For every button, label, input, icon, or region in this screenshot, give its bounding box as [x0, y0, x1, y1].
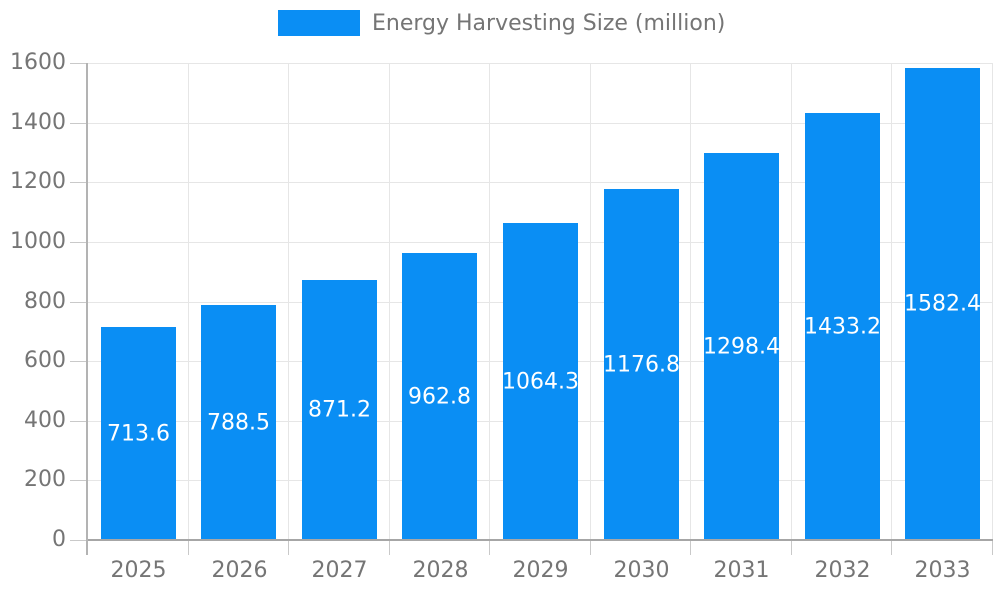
y-axis-label: 1200	[10, 169, 66, 194]
gridline-vertical	[489, 63, 490, 540]
gridline-vertical	[992, 63, 993, 540]
y-axis-label: 1600	[10, 50, 66, 75]
gridline-vertical	[891, 63, 892, 540]
bar: 1433.2	[804, 113, 881, 540]
x-axis-label: 2029	[512, 558, 569, 583]
x-axis-label: 2027	[311, 558, 368, 583]
y-axis-line	[86, 63, 88, 555]
y-axis-tick	[70, 302, 88, 303]
bar-value-label: 713.6	[107, 421, 170, 446]
x-axis-label: 2025	[110, 558, 167, 583]
legend-swatch	[278, 10, 360, 36]
bar: 788.5	[201, 305, 276, 540]
bar-value-label: 1298.4	[703, 334, 780, 359]
bar: 871.2	[302, 280, 377, 540]
x-axis-tick	[389, 540, 390, 555]
bar-value-label: 962.8	[408, 384, 471, 409]
y-axis-tick	[70, 242, 88, 243]
x-axis-label: 2030	[613, 558, 670, 583]
x-axis-label: 2026	[211, 558, 268, 583]
x-axis-tick	[891, 540, 892, 555]
x-axis-tick	[590, 540, 591, 555]
bar-value-label: 1433.2	[804, 314, 881, 339]
bar-value-label: 1582.4	[904, 291, 981, 317]
y-axis-tick	[70, 63, 88, 64]
bar: 1582.4	[904, 68, 981, 540]
x-axis-label: 2028	[412, 558, 469, 583]
x-axis-tick	[288, 540, 289, 555]
gridline-vertical	[690, 63, 691, 540]
x-axis-label: 2031	[713, 558, 770, 583]
y-axis-tick	[70, 480, 88, 481]
gridline-horizontal	[88, 63, 993, 64]
gridline-horizontal	[88, 123, 993, 124]
x-axis-label: 2032	[814, 558, 871, 583]
y-axis-label: 600	[24, 348, 66, 373]
bar-value-label: 871.2	[308, 397, 371, 423]
y-axis-label: 1400	[10, 110, 66, 135]
bar: 962.8	[402, 253, 477, 540]
x-axis-tick	[489, 540, 490, 555]
bar: 1176.8	[603, 189, 680, 540]
bar: 713.6	[101, 327, 176, 540]
gridline-vertical	[188, 63, 189, 540]
x-axis-tick	[690, 540, 691, 555]
x-axis-label: 2033	[914, 558, 971, 583]
x-axis-tick	[791, 540, 792, 555]
bar: 1064.3	[502, 223, 579, 540]
legend-label: Energy Harvesting Size (million)	[372, 10, 726, 36]
y-axis-label: 400	[24, 408, 66, 433]
y-axis-label: 800	[24, 289, 66, 314]
gridline-vertical	[791, 63, 792, 540]
x-axis-tick	[188, 540, 189, 555]
bar: 1298.4	[703, 153, 780, 540]
y-axis-tick	[70, 421, 88, 422]
gridline-horizontal	[88, 182, 993, 183]
y-axis-tick	[70, 361, 88, 362]
gridline-vertical	[288, 63, 289, 540]
y-axis-tick	[70, 123, 88, 124]
y-axis-label: 0	[52, 527, 66, 552]
y-axis-label: 200	[24, 467, 66, 492]
legend: Energy Harvesting Size (million)	[278, 10, 725, 36]
gridline-vertical	[389, 63, 390, 540]
bar-value-label: 1064.3	[502, 369, 579, 394]
bar-value-label: 1176.8	[603, 352, 680, 377]
bar-value-label: 788.5	[207, 410, 270, 435]
y-axis-tick	[70, 182, 88, 183]
gridline-vertical	[590, 63, 591, 540]
y-axis-label: 1000	[10, 229, 66, 254]
x-axis-tick	[992, 540, 993, 555]
y-axis-tick	[70, 540, 88, 541]
x-axis-line	[88, 539, 993, 541]
